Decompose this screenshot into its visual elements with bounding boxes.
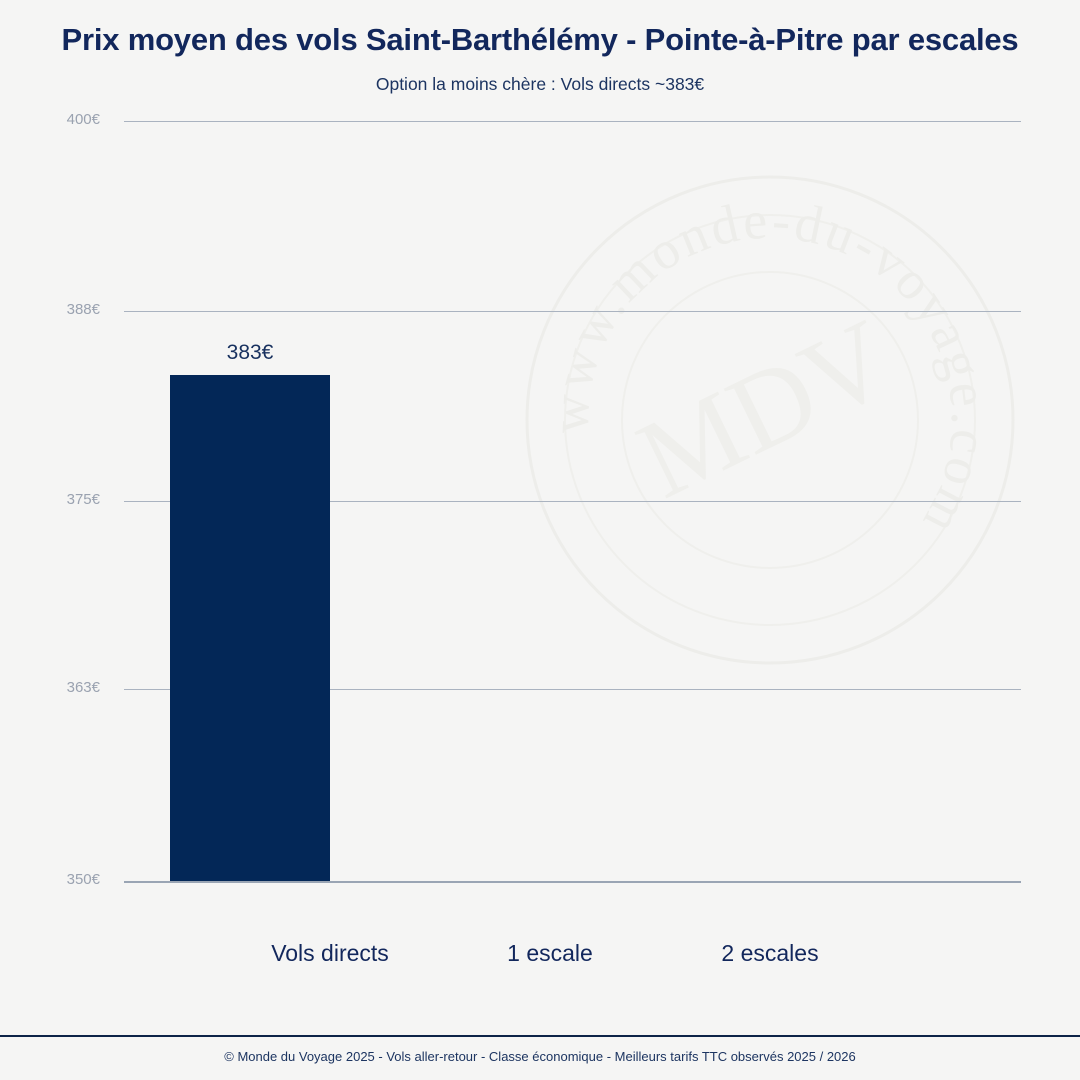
footer-caption: © Monde du Voyage 2025 - Vols aller-reto… xyxy=(224,1049,856,1064)
ytick-label: 400€ xyxy=(66,111,100,128)
x-axis-label-1-escale: 1 escale xyxy=(507,940,593,966)
footer-divider xyxy=(0,1035,1080,1037)
bar-vols-directs[interactable] xyxy=(170,375,330,881)
bar-group-1-escale[interactable] xyxy=(360,121,580,881)
x-axis-labels: Vols directs 1 escale 2 escales xyxy=(124,940,1021,986)
axis-baseline xyxy=(124,881,1021,883)
ytick-label: 350€ xyxy=(66,871,100,888)
ytick-label: 388€ xyxy=(66,301,100,318)
x-axis-label-2-escales: 2 escales xyxy=(721,940,819,966)
ytick-label: 363€ xyxy=(66,679,100,696)
chart-subtitle: Option la moins chère : Vols directs ~38… xyxy=(375,74,705,94)
gridline xyxy=(124,689,1021,690)
bar-value-label: 383€ xyxy=(226,341,274,364)
bar-group-2-escales[interactable] xyxy=(580,121,800,881)
bar-group-vols-directs[interactable]: 383€ xyxy=(140,121,360,881)
bars-layer: 383€ xyxy=(124,121,1021,881)
page-title: Prix moyen des vols Saint-Barthélémy - P… xyxy=(61,22,1019,57)
ytick-label: 375€ xyxy=(66,491,100,508)
gridline xyxy=(124,121,1021,122)
x-axis-label-vols-directs: Vols directs xyxy=(271,940,389,966)
